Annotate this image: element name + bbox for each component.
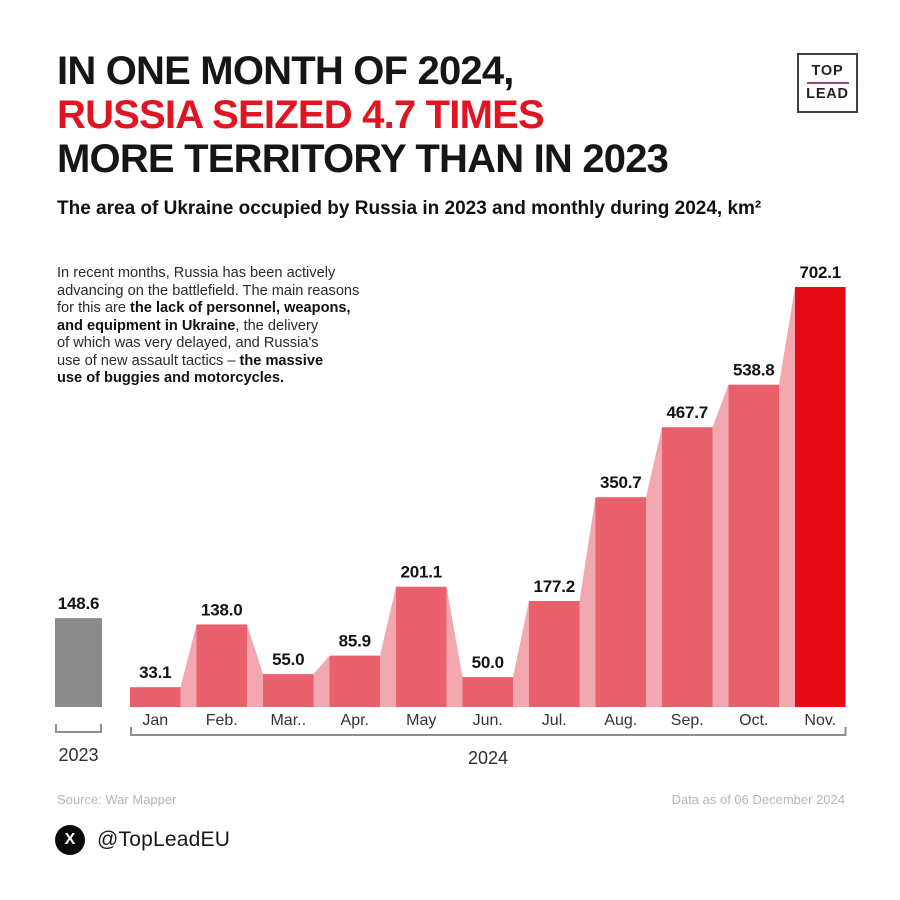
month-label-aug: Aug.	[604, 712, 637, 729]
value-label-feb: 138.0	[201, 600, 243, 619]
data-as-of-note: Data as of 06 December 2024	[671, 792, 845, 807]
bar-jun	[462, 677, 513, 707]
connector-jan-feb	[180, 624, 197, 707]
month-label-sep: Sep.	[671, 712, 704, 729]
intro-line: of which was very delayed, and Russia's	[57, 335, 319, 351]
bar-aug	[595, 497, 646, 707]
bar-2023	[55, 618, 102, 707]
connector-feb-mar	[247, 624, 263, 707]
bracket-2024	[130, 727, 847, 736]
connector-sep-oct	[712, 384, 729, 707]
bar-apr	[329, 655, 380, 707]
month-label-jun: Jun.	[473, 712, 503, 729]
bar-jan	[130, 687, 181, 707]
chart-subtitle: The area of Ukraine occupied by Russia i…	[57, 198, 762, 219]
month-label-nov: Nov.	[804, 712, 836, 729]
value-label-jun: 50.0	[472, 653, 504, 672]
year-label-2023: 2023	[58, 745, 98, 765]
connector-may-jun	[446, 586, 463, 707]
connector-jul-aug	[579, 497, 596, 707]
value-label-sep: 467.7	[666, 403, 708, 422]
intro-line: and equipment in Ukraine, the delivery	[57, 317, 319, 334]
logo-top-text: TOP	[811, 63, 844, 79]
connector-aug-sep	[646, 427, 662, 707]
bar-sep	[662, 427, 713, 707]
intro-line: In recent months, Russia has been active…	[57, 265, 336, 281]
value-label-mar: 55.0	[272, 650, 304, 669]
connector-jun-jul	[513, 600, 529, 707]
bar-mar	[263, 674, 314, 707]
x-logo-icon: X	[55, 825, 85, 855]
bar-oct	[728, 384, 779, 707]
connector-mar-apr	[313, 655, 330, 707]
source-note: Source: War Mapper	[57, 792, 177, 807]
month-label-jan: Jan	[142, 712, 168, 729]
year-label-2024: 2024	[468, 748, 508, 768]
connector-oct-nov	[779, 287, 795, 707]
title-line-1: IN ONE MONTH OF 2024,	[57, 49, 514, 93]
connector-apr-may	[380, 586, 396, 707]
title-line-2: RUSSIA SEIZED 4.7 TIMES	[57, 93, 545, 137]
toplead-logo: TOP LEAD	[797, 53, 858, 113]
bracket-2023	[55, 724, 102, 733]
value-label-oct: 538.8	[733, 361, 775, 380]
logo-lead-text: LEAD	[806, 86, 849, 102]
social-handle: @TopLeadEU	[97, 828, 231, 851]
bar-feb	[196, 624, 247, 707]
intro-line: use of new assault tactics – the massive	[57, 352, 324, 369]
value-label-may: 201.1	[400, 563, 442, 582]
month-label-feb: Feb.	[206, 712, 238, 729]
intro-line: advancing on the battlefield. The main r…	[57, 282, 360, 299]
month-label-apr: Apr.	[341, 712, 369, 729]
intro-paragraph: In recent months, Russia has been active…	[57, 265, 359, 388]
value-label-apr: 85.9	[339, 632, 371, 651]
bar-may	[396, 586, 447, 707]
logo-divider	[806, 82, 849, 84]
value-label-nov: 702.1	[799, 263, 841, 282]
month-label-mar: Mar..	[270, 712, 306, 729]
value-label-jan: 33.1	[139, 663, 171, 682]
month-label-oct: Oct.	[739, 712, 768, 729]
title-line-3: MORE TERRITORY THAN IN 2023	[57, 137, 669, 181]
intro-line: use of buggies and motorcycles.	[57, 370, 285, 386]
month-label-may: May	[406, 712, 436, 729]
page-title: IN ONE MONTH OF 2024, RUSSIA SEIZED 4.7 …	[57, 49, 669, 181]
social-handle-row: X @TopLeadEU	[55, 825, 230, 855]
value-label-jul: 177.2	[533, 577, 575, 596]
bar-nov	[795, 287, 846, 707]
value-label-aug: 350.7	[600, 473, 642, 492]
bar-jul	[529, 600, 580, 707]
value-label-2023: 148.6	[58, 594, 100, 613]
intro-line: for this are the lack of personnel, weap…	[57, 300, 351, 316]
month-label-jul: Jul.	[542, 712, 567, 729]
